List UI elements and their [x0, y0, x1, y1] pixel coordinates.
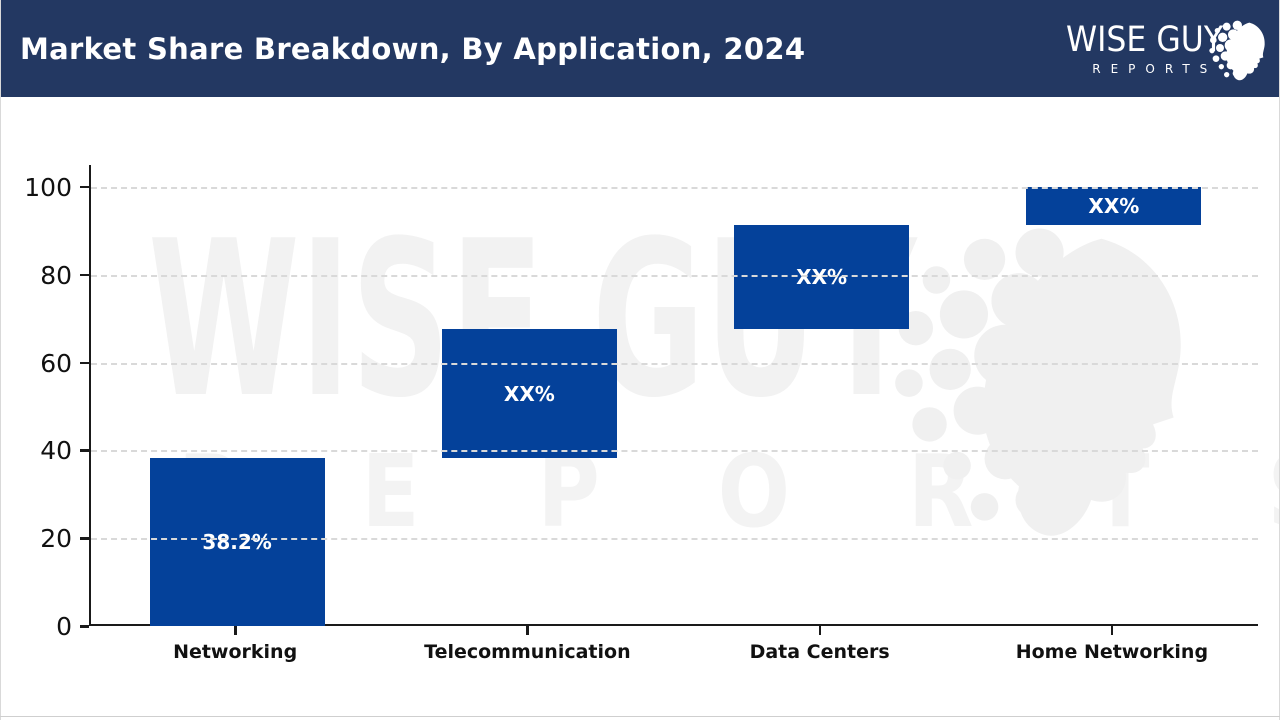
y-tick-label-20: 20 [40, 524, 72, 554]
gridline-100 [91, 186, 1258, 189]
bar-segment-telecommunication: XX% [441, 329, 617, 459]
x-category-label-0: Networking [173, 641, 298, 663]
gridline-60 [91, 362, 1258, 365]
y-tick-label-80: 80 [40, 260, 72, 290]
bar-value-label: 38.2% [202, 530, 272, 555]
x-category-label-3: Home Networking [1015, 641, 1209, 663]
x-tick-mark-2 [818, 626, 822, 635]
bar-value-label: XX% [796, 264, 848, 289]
plot-region: 38.2% XX% XX% XX% [89, 165, 1258, 626]
y-tick-label-60: 60 [40, 348, 72, 378]
bar-value-label: XX% [1088, 193, 1140, 218]
gridline-80 [91, 274, 1258, 277]
head-profile-dots-icon [1209, 20, 1265, 81]
y-tick-mark-40 [80, 449, 89, 452]
brand-logo-subname: REPORTS [1092, 61, 1218, 76]
y-tick-mark-0 [80, 625, 89, 628]
brand-logo-name: WISE GUY [1066, 20, 1224, 60]
page-title: Market Share Breakdown, By Application, … [20, 31, 806, 66]
bar-segment-home-networking: XX% [1026, 186, 1202, 225]
x-category-label-1: Telecommunication [424, 641, 631, 663]
y-tick-label-0: 0 [56, 612, 72, 641]
bar-value-label: XX% [503, 381, 555, 406]
gridline-20 [91, 538, 1258, 541]
y-tick-mark-60 [80, 361, 89, 365]
x-tick-mark-3 [1110, 626, 1114, 635]
x-tick-mark-0 [234, 626, 237, 635]
gridline-40 [91, 450, 1258, 453]
y-tick-mark-100 [80, 185, 89, 189]
y-tick-mark-80 [80, 273, 89, 277]
header-bar: Market Share Breakdown, By Application, … [0, 0, 1280, 97]
bar-segment-data-centers: XX% [734, 224, 910, 330]
bar-segment-networking: 38.2% [149, 458, 325, 626]
page-bottom-border [0, 716, 1280, 717]
y-tick-label-40: 40 [40, 436, 72, 466]
brand-logo-text: WISE GUY REPORTS [1066, 21, 1241, 76]
brand-logo: WISE GUY REPORTS [1030, 6, 1268, 92]
x-tick-mark-1 [526, 626, 529, 635]
x-category-label-2: Data Centers [749, 641, 890, 663]
y-tick-mark-20 [80, 537, 89, 540]
y-tick-label-100: 100 [24, 172, 72, 202]
